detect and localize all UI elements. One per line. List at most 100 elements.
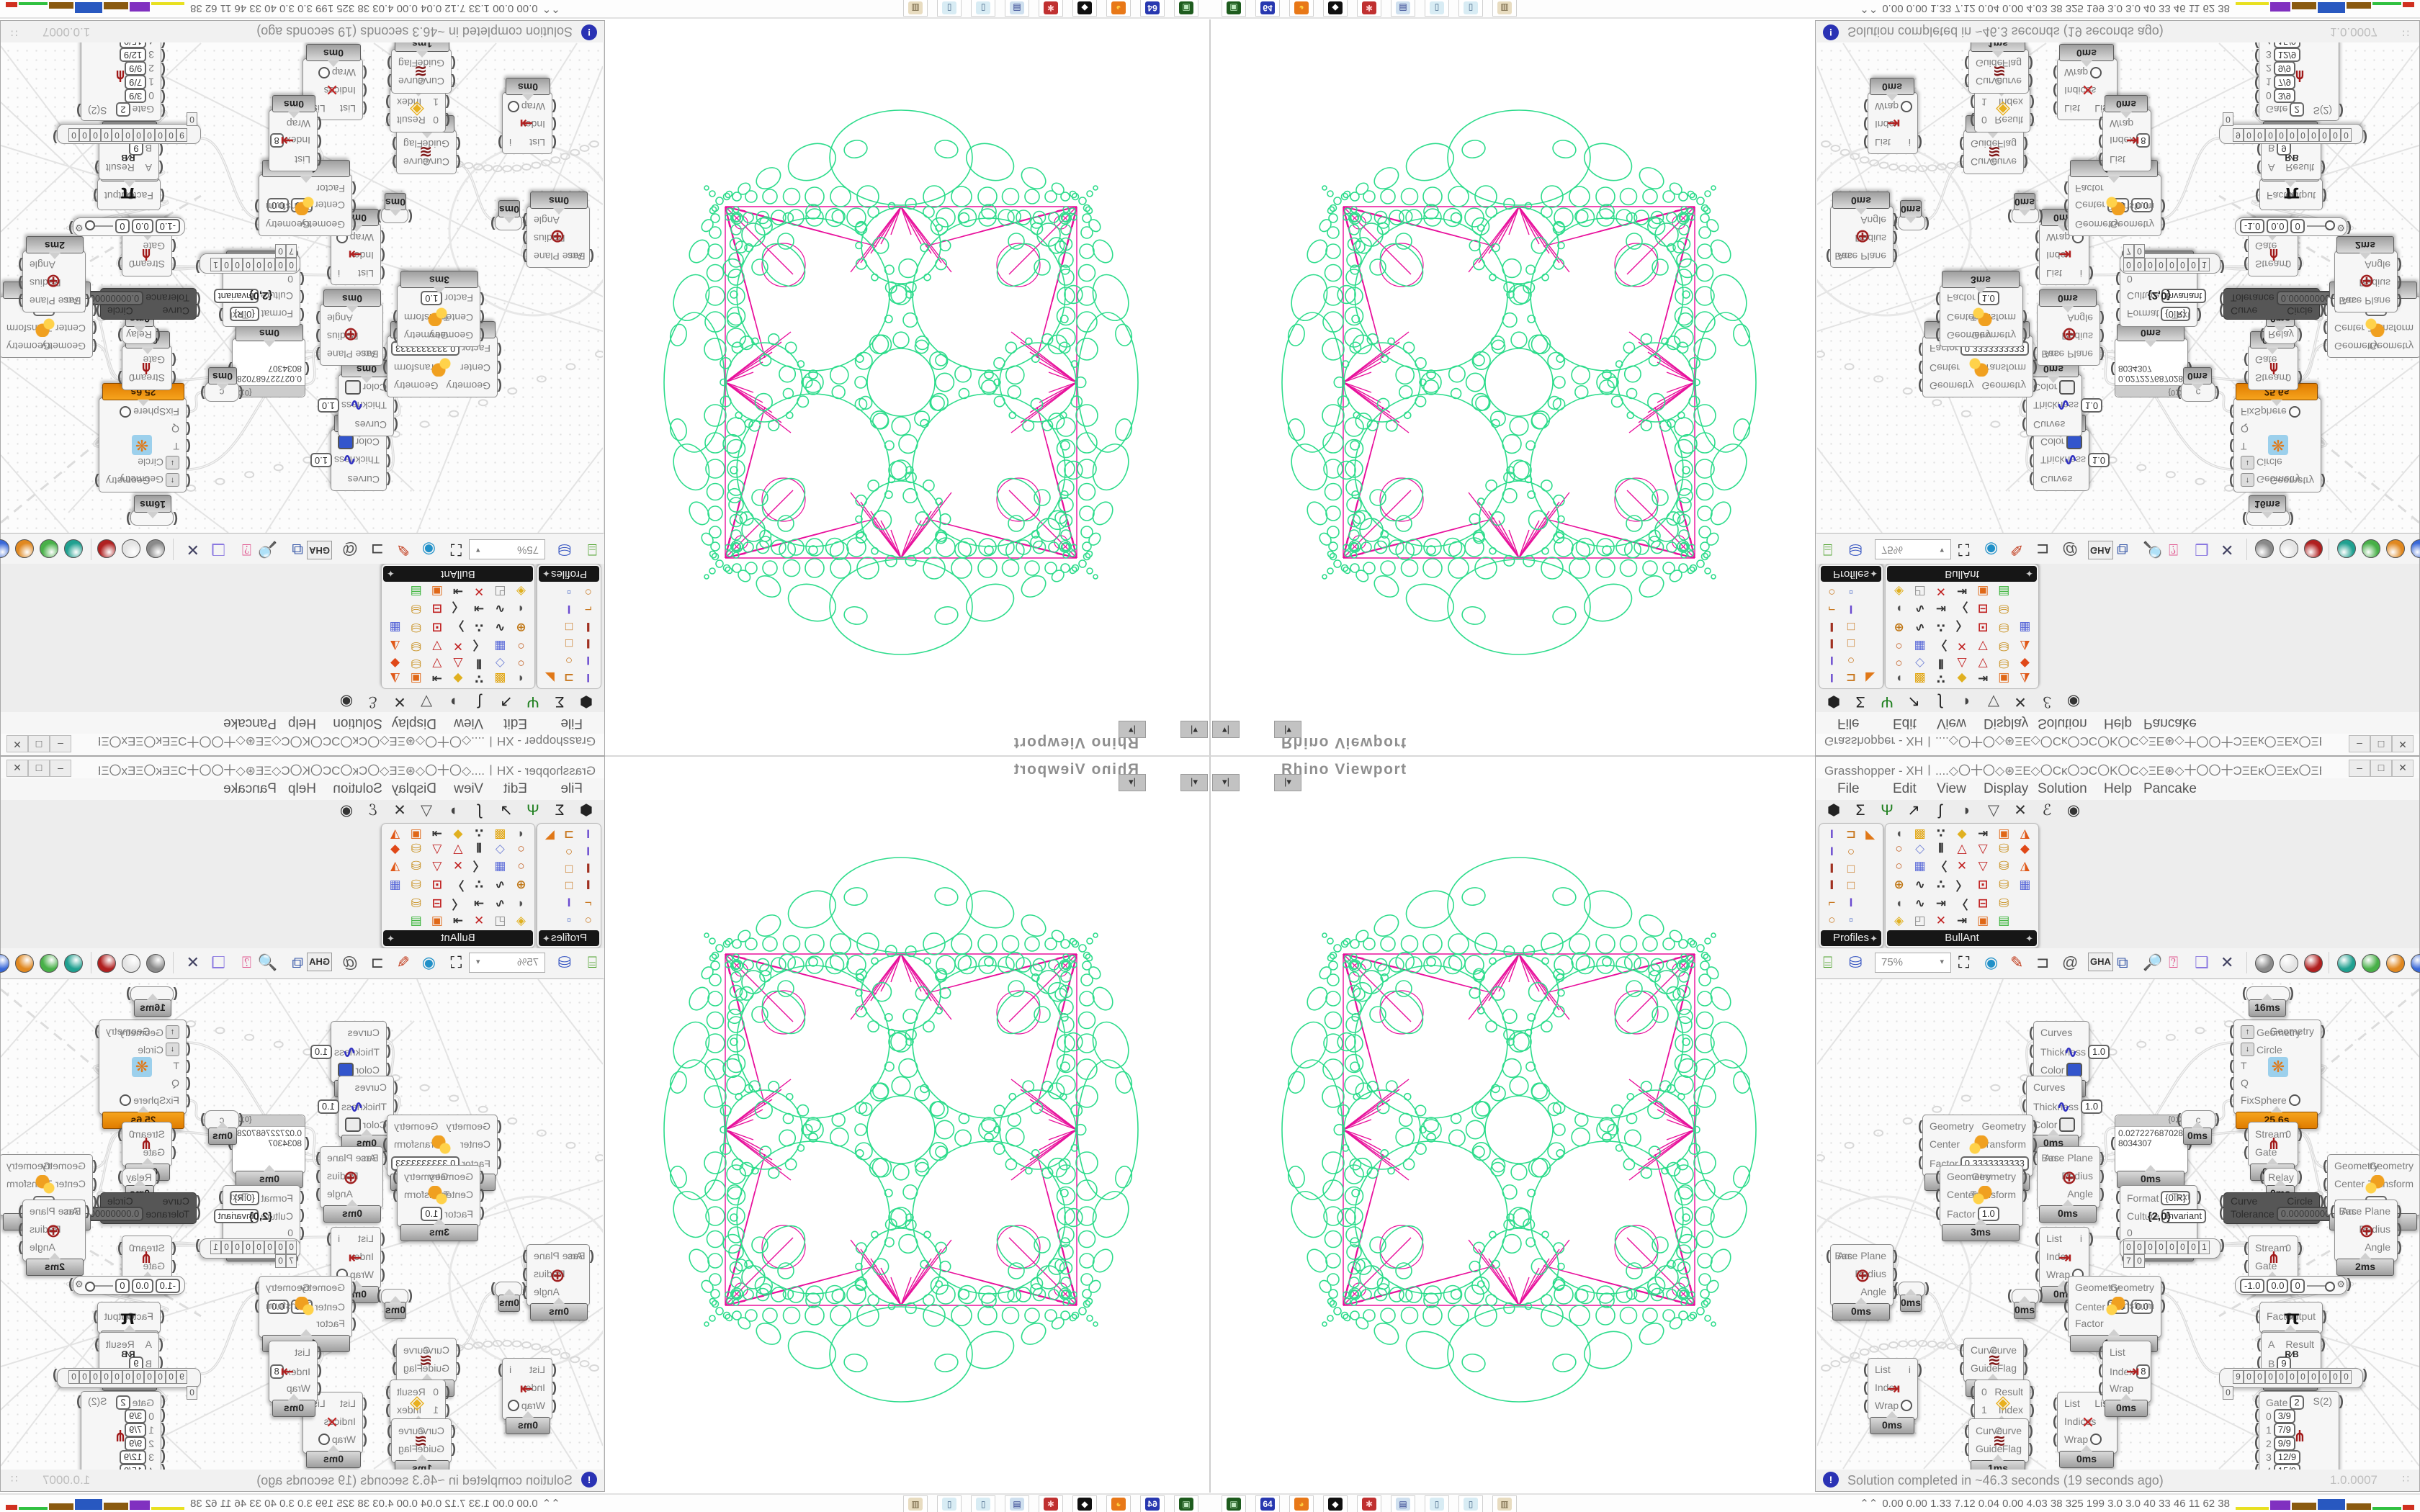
component-icon[interactable]: ⛁ bbox=[1999, 620, 2009, 634]
palette-tab-icon-5[interactable]: ◗ bbox=[448, 693, 458, 710]
component-icon[interactable]: 〉 bbox=[1955, 879, 1968, 894]
taskbar-app-notepad-1[interactable]: ▯ bbox=[1425, 1495, 1449, 1512]
component-icon[interactable]: ✕ bbox=[452, 639, 464, 654]
mode-blue-icon[interactable] bbox=[0, 539, 9, 559]
viewport-tab-button-right[interactable]: |▾ bbox=[1274, 774, 1301, 791]
component-icon[interactable]: ⊕ bbox=[1894, 878, 1904, 892]
gear-icon[interactable]: ⚙ bbox=[75, 1279, 84, 1290]
digit-cell[interactable]: 0 bbox=[187, 1386, 197, 1400]
preview-eye-icon[interactable]: ◉ bbox=[421, 541, 436, 559]
component-icon[interactable]: 〈 bbox=[1935, 860, 1948, 875]
component-icon[interactable]: ○ bbox=[1895, 858, 1903, 873]
value-box[interactable]: 15/9 bbox=[2273, 42, 2301, 49]
component-icon[interactable]: ◆ bbox=[453, 672, 463, 686]
digit-cell[interactable]: 0 bbox=[2276, 1370, 2287, 1384]
palette-tab-icon-3[interactable]: ↗ bbox=[1907, 693, 1920, 710]
preview-eye-icon[interactable]: ◉ bbox=[1984, 541, 1999, 559]
gha-icon[interactable]: GHA bbox=[307, 953, 332, 973]
zoom-level-box[interactable]: 75% ▾ bbox=[469, 539, 545, 559]
taskbar-app-notepad-1[interactable]: ▯ bbox=[971, 0, 995, 17]
named-view-icon[interactable]: ⊐ bbox=[370, 953, 384, 971]
digit-cell[interactable]: 0 bbox=[79, 1370, 90, 1384]
component-icon[interactable]: ◣ bbox=[544, 671, 555, 685]
value-box[interactable]: 1.0 bbox=[317, 398, 339, 413]
slider-knob[interactable] bbox=[85, 1282, 95, 1292]
value-box[interactable]: 15/9 bbox=[2273, 1463, 2301, 1470]
digit-cell[interactable]: 0 bbox=[2145, 1241, 2156, 1254]
component-icon[interactable] bbox=[2015, 598, 2035, 617]
gh-node-deconstruct-arc-a[interactable]: Arc(Base Plane) Radius) Angle) ⊕ 0ms bbox=[2033, 1146, 2105, 1223]
toggle-ring[interactable] bbox=[318, 1433, 330, 1445]
named-view-icon[interactable]: ⊐ bbox=[2036, 953, 2050, 971]
gh-node-ghost-16ms[interactable]: () 16ms bbox=[2242, 986, 2294, 1017]
component-icon[interactable]: I bbox=[1829, 844, 1834, 858]
gear-icon[interactable]: ⚙ bbox=[2336, 222, 2345, 233]
component-icon[interactable]: ○ bbox=[584, 913, 592, 927]
digit-cell[interactable]: 0 bbox=[2254, 128, 2265, 142]
gh-node-digit-scroller-a[interactable]: 0000000170) bbox=[195, 244, 300, 274]
viewport-tab-button-left[interactable]: ▾| bbox=[1212, 774, 1240, 791]
component-icon[interactable]: ∿ bbox=[495, 878, 506, 892]
menu-solution[interactable]: Solution bbox=[333, 716, 382, 731]
component-icon[interactable]: ▣ bbox=[1977, 584, 1989, 598]
digit-cell[interactable]: 0 bbox=[275, 258, 286, 271]
taskbar-app-calculator[interactable]: ▤ bbox=[1005, 0, 1029, 17]
digit-cell[interactable]: 0 bbox=[2223, 1386, 2233, 1400]
component-icon[interactable]: ▫ bbox=[1848, 913, 1853, 927]
palette-tab-icon-6[interactable]: ▽ bbox=[1987, 693, 2000, 710]
palette-tab-icon-9[interactable]: ◉ bbox=[2066, 693, 2081, 710]
value-box[interactable]: 8 bbox=[2136, 1364, 2151, 1379]
menu-help[interactable]: Help bbox=[2104, 781, 2133, 796]
component-icon[interactable]: ◮ bbox=[390, 672, 400, 686]
component-icon[interactable]: ⦀ bbox=[476, 841, 482, 855]
palette-tab-icon-0[interactable]: ⬢ bbox=[579, 802, 593, 819]
digit-cell[interactable]: 0 bbox=[2134, 1241, 2145, 1254]
digit-cell[interactable]: 1 bbox=[210, 1241, 221, 1254]
component-icon[interactable]: ▽ bbox=[1978, 858, 1988, 873]
component-icon[interactable]: ▤ bbox=[1998, 914, 2010, 928]
preview-shaded-icon[interactable] bbox=[2304, 953, 2323, 973]
menu-help[interactable]: Help bbox=[287, 716, 316, 731]
minimize-button[interactable]: – bbox=[2349, 735, 2370, 752]
component-icon[interactable]: ✕ bbox=[1956, 858, 1968, 873]
component-icon[interactable]: Ⅰ bbox=[586, 861, 591, 876]
component-icon[interactable]: ◖ bbox=[517, 601, 525, 616]
component-icon[interactable]: ◮ bbox=[390, 639, 400, 654]
taskbar-app-settings-red[interactable]: ✱ bbox=[1039, 0, 1063, 17]
open-file-icon[interactable]: ⌸ bbox=[587, 953, 597, 971]
taskbar-app-notepad-1[interactable]: ▯ bbox=[971, 1495, 995, 1512]
widget-balloon-icon[interactable]: ❑ bbox=[211, 541, 225, 559]
palette-tab-icon-7[interactable]: ✕ bbox=[393, 802, 406, 819]
digit-cell[interactable]: 0 bbox=[112, 128, 122, 142]
value-box[interactable]: 12/9 bbox=[2273, 1449, 2301, 1464]
component-icon[interactable]: ⊐ bbox=[563, 671, 575, 685]
palette-group-label[interactable]: BullAnt bbox=[1887, 566, 2037, 582]
expand-button[interactable]: ↓ bbox=[2241, 456, 2254, 469]
slider-value-box[interactable]: 0 bbox=[115, 219, 130, 233]
component-icon[interactable]: ⦀ bbox=[1938, 841, 1944, 855]
palette-group-label[interactable]: BullAnt bbox=[1887, 930, 2037, 946]
rhino-viewport-pane[interactable]: Rhino Viewport ▾| |▾ bbox=[1210, 756, 1816, 1493]
component-icon[interactable]: ⛁ bbox=[1999, 601, 2009, 616]
component-icon[interactable]: ○ bbox=[1847, 654, 1855, 668]
gear-icon[interactable]: ⚙ bbox=[2336, 1279, 2345, 1290]
component-icon[interactable]: ◮ bbox=[390, 826, 400, 840]
component-icon[interactable]: ▽ bbox=[1978, 841, 1988, 855]
gh-node-relay-a[interactable]: Relay()0ms bbox=[2259, 310, 2303, 344]
preview-off-icon[interactable] bbox=[2255, 539, 2274, 559]
digit-cell[interactable]: 1 bbox=[210, 258, 221, 271]
component-icon[interactable]: ⇥ bbox=[1956, 584, 1968, 598]
digit-cell[interactable]: 0 bbox=[133, 128, 144, 142]
component-icon[interactable]: ▽ bbox=[432, 858, 442, 873]
menu-pancake[interactable]: Pancake bbox=[223, 716, 277, 731]
digit-cell[interactable]: 0 bbox=[232, 258, 243, 271]
component-icon[interactable] bbox=[540, 860, 560, 878]
component-icon[interactable]: I bbox=[1849, 896, 1853, 910]
digit-cell[interactable]: 0 bbox=[2265, 1370, 2276, 1384]
gh-node-relay-nub-b[interactable]: () 0ms bbox=[377, 1288, 413, 1319]
rhino-viewport-pane[interactable]: Rhino Viewport ▾| |▾ bbox=[1210, 19, 1816, 756]
value-box[interactable]: 0.0 bbox=[2131, 1300, 2154, 1314]
digit-cell[interactable]: 0 bbox=[2156, 1241, 2166, 1254]
component-icon[interactable]: ◮ bbox=[2020, 672, 2030, 686]
preview-off-icon[interactable] bbox=[2255, 953, 2274, 973]
